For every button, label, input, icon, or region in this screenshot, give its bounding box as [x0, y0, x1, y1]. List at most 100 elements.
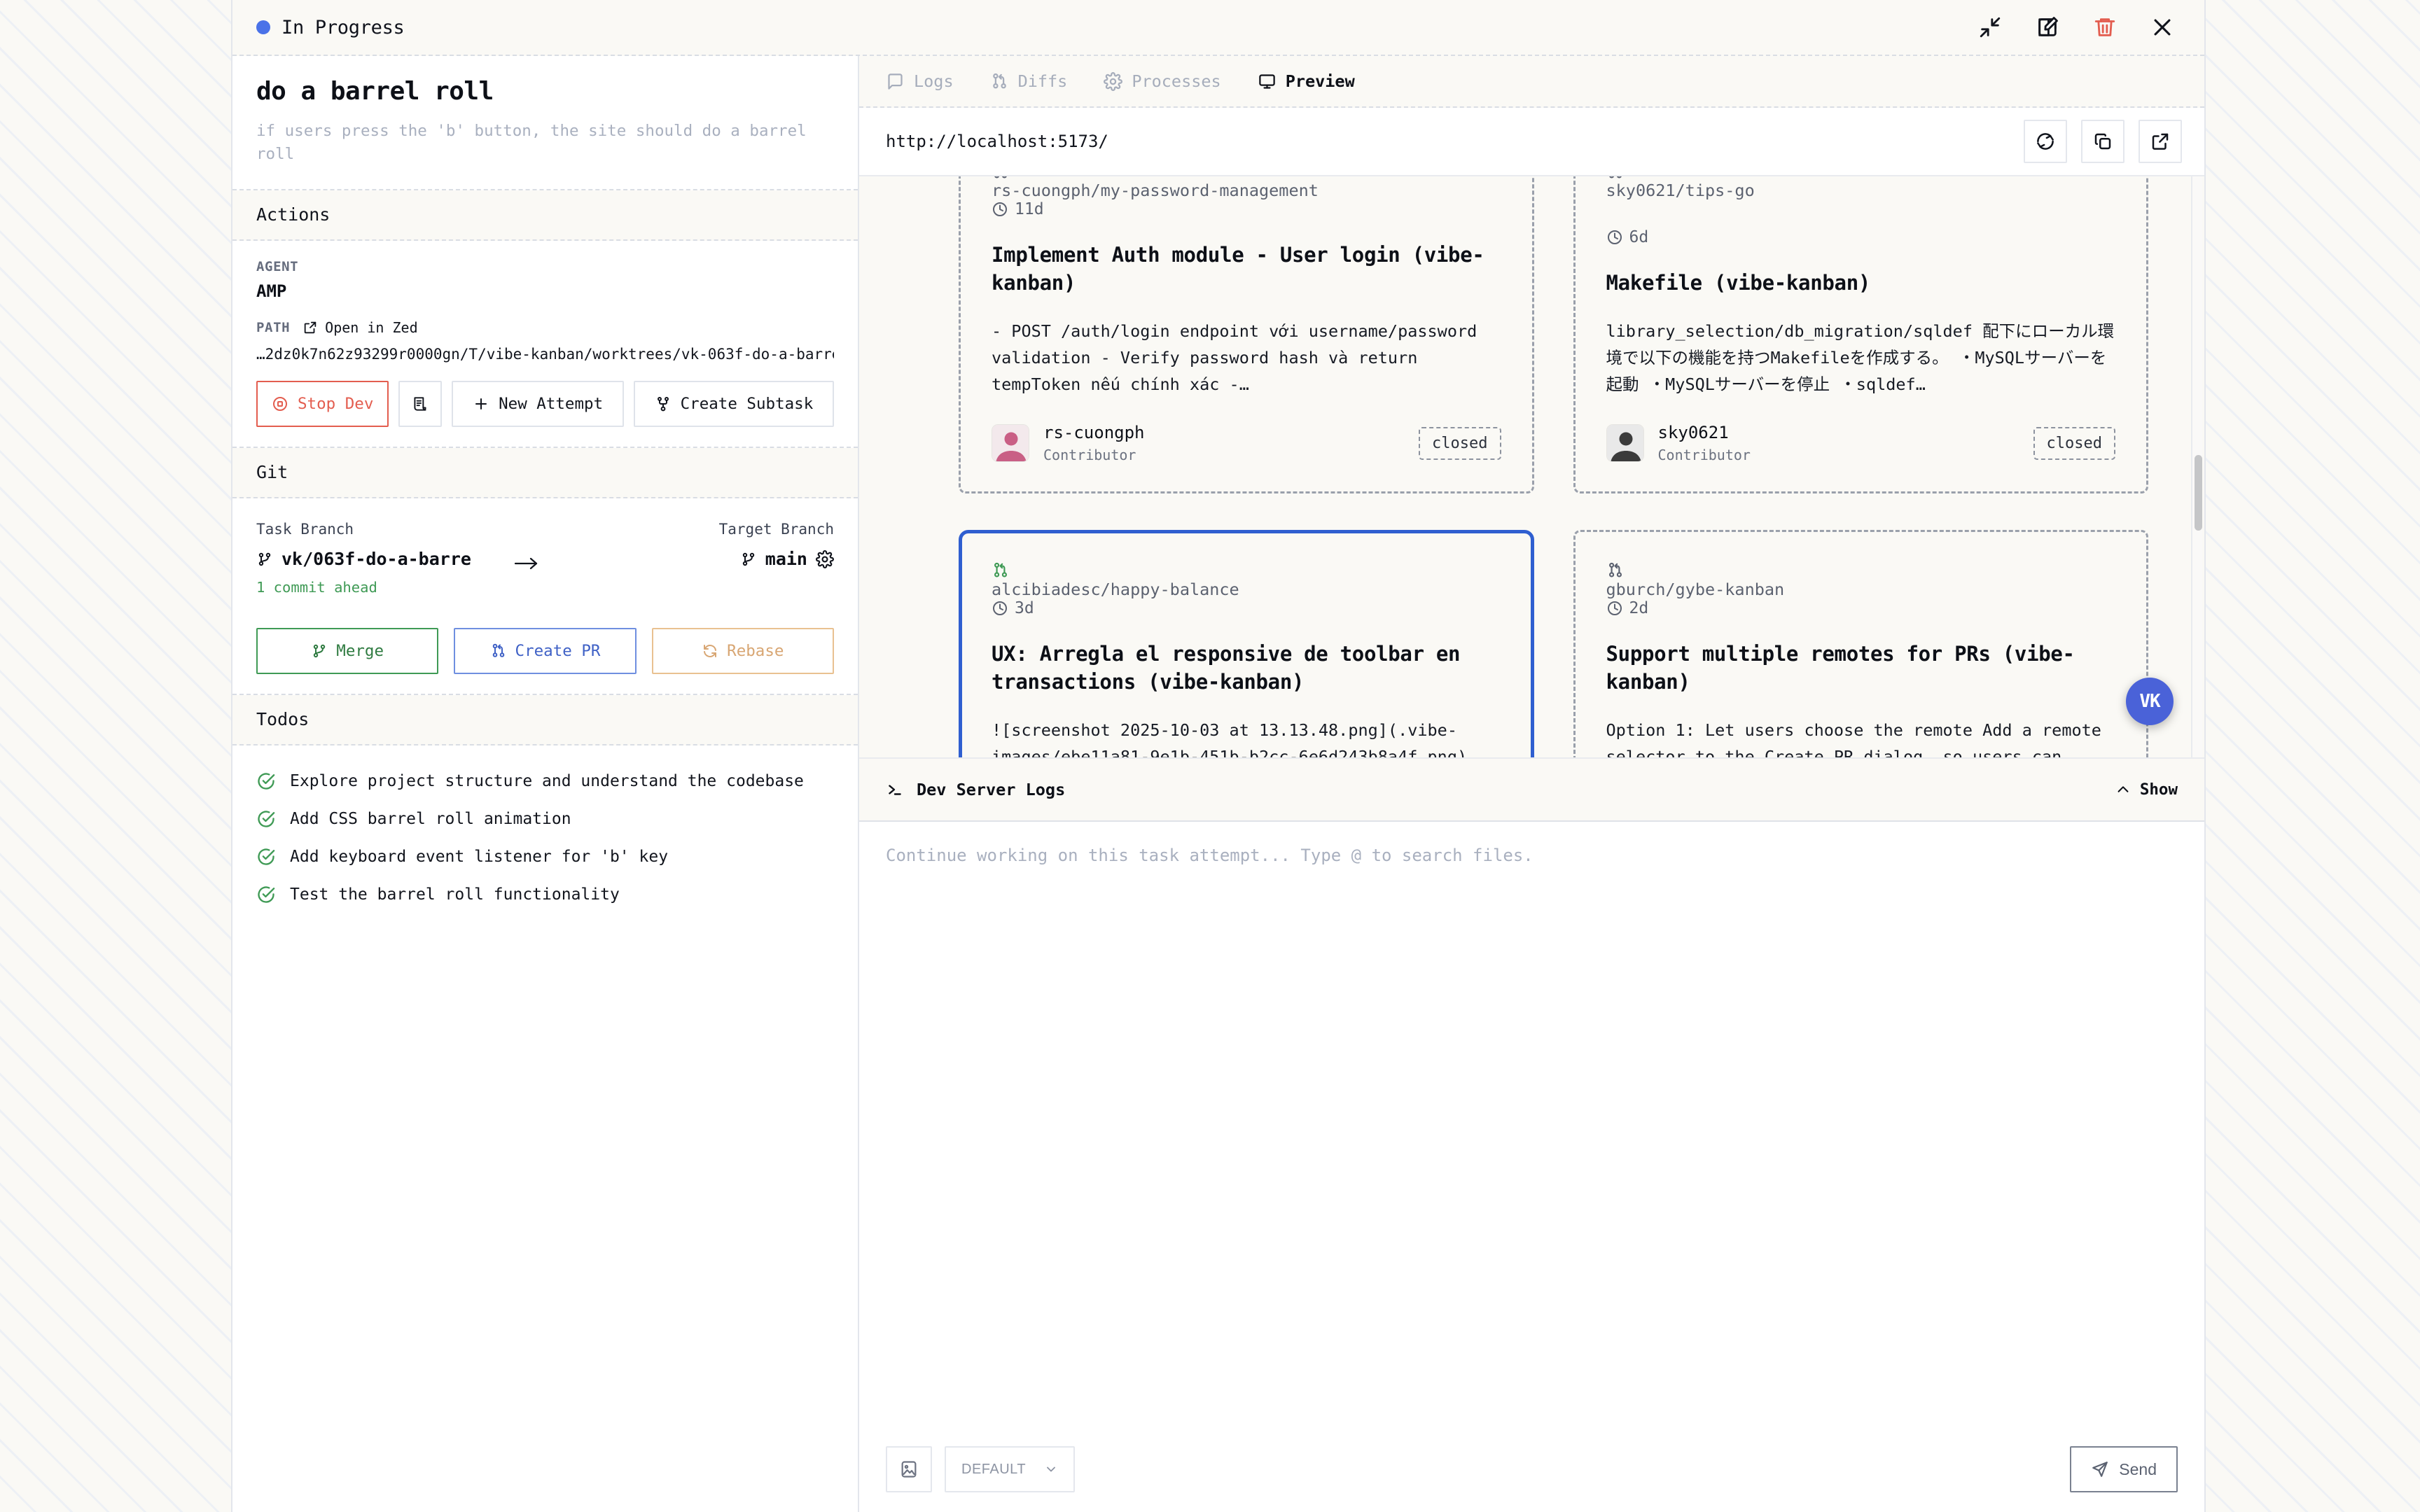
issue-card[interactable]: rs-cuongph/my-password-management 11d Impl…: [959, 176, 1534, 494]
card-author-name: rs-cuongph: [1043, 423, 1145, 443]
todo-item[interactable]: Add keyboard event listener for 'b' key: [256, 838, 834, 876]
clock-icon: [993, 202, 1007, 216]
refresh-button[interactable]: [2024, 120, 2067, 163]
todo-item[interactable]: Test the barrel roll functionality: [256, 876, 834, 913]
card-age: 3d: [992, 599, 1501, 617]
card-author-role: Contributor: [1657, 447, 1751, 464]
card-title: Makefile (vibe-kanban): [1606, 271, 1871, 295]
todo-item[interactable]: Explore project structure and understand…: [256, 762, 834, 800]
url-bar: http://localhost:5173/: [859, 108, 2204, 176]
composer-input[interactable]: Continue working on this task attempt...…: [886, 846, 1534, 865]
edit-button[interactable]: [2028, 8, 2067, 47]
create-subtask-label: Create Subtask: [680, 395, 814, 414]
external-link-icon: [2152, 133, 2169, 150]
merge-button[interactable]: Merge: [256, 628, 439, 675]
minimize-button[interactable]: [1970, 8, 2010, 47]
card-author-role: Contributor: [1043, 447, 1136, 464]
branch-arrow-icon: [513, 554, 540, 573]
check-circle-icon: [258, 773, 275, 790]
dev-server-logs-bar[interactable]: Dev Server Logs Show: [859, 759, 2204, 822]
preview-url[interactable]: http://localhost:5173/: [886, 132, 1108, 151]
todo-item-label: Explore project structure and understand…: [290, 772, 804, 791]
preview-scrollbar-thumb[interactable]: [2195, 455, 2202, 531]
todo-item-label: Add CSS barrel roll animation: [290, 810, 571, 829]
todo-item[interactable]: Add CSS barrel roll animation: [256, 800, 834, 838]
attach-image-button[interactable]: [886, 1446, 932, 1492]
issue-card[interactable]: gburch/gybe-kanban 2d Support multiple rem…: [1573, 530, 2148, 757]
commits-ahead: 1 commit ahead: [256, 579, 377, 596]
open-external-button[interactable]: [2139, 120, 2182, 163]
status-badge: closed: [1419, 426, 1501, 460]
actions-section: AGENT AMP PATH Open in Zed …2dz0k7n62z93…: [232, 241, 858, 449]
card-repo: gburch/gybe-kanban: [1606, 580, 1785, 600]
gear-icon[interactable]: [816, 550, 834, 568]
preview-viewport: rs-cuongph/my-password-management 11d Impl…: [859, 176, 2204, 759]
agent-value: AMP: [256, 281, 287, 302]
dev-logs-label: Dev Server Logs: [917, 780, 1066, 799]
logs-icon: [888, 73, 903, 90]
open-in-zed-button[interactable]: Open in Zed: [302, 319, 418, 337]
rebase-button[interactable]: Rebase: [651, 628, 834, 675]
card-age: 6d: [1606, 228, 2116, 246]
vk-floating-badge[interactable]: VK: [2126, 678, 2174, 725]
preview-scrollbar[interactable]: [2191, 176, 2202, 757]
right-pane: Logs Diffs Processes Preview http://localho…: [859, 56, 2204, 1512]
card-author-name: sky0621: [1657, 423, 1729, 443]
actions-button-row: Stop Dev New Attempt: [256, 381, 835, 428]
create-subtask-button[interactable]: Create Subtask: [633, 381, 835, 428]
dev-logs-toggle[interactable]: Show: [2115, 780, 2178, 799]
card-description: ![screenshot 2025-10-03 at 13.13.48.png]…: [992, 720, 1468, 759]
avatar-image: [1606, 425, 1643, 462]
stop-dev-button[interactable]: Stop Dev: [256, 381, 389, 428]
card-description: library_selection/db_migration/sqldef 配下…: [1606, 321, 2115, 395]
git-section: Task Branch vk/063f-do-a-barre 1 commit …: [232, 498, 858, 696]
todo-item-label: Test the barrel roll functionality: [290, 886, 620, 904]
target-branch-name: main: [765, 549, 807, 570]
issue-card-grid: rs-cuongph/my-password-management 11d Impl…: [859, 176, 2192, 759]
check-circle-icon: [258, 848, 275, 865]
target-branch-value[interactable]: main: [740, 549, 834, 569]
scroll-icon: [414, 397, 426, 411]
task-sidebar: do a barrel roll if users press the 'b' …: [232, 56, 859, 1512]
tab-diffs[interactable]: Diffs: [990, 71, 1067, 91]
send-button[interactable]: Send: [2070, 1446, 2178, 1492]
git-branch-icon: [657, 397, 669, 412]
tab-label: Preview: [1285, 71, 1355, 91]
git-branch-icon: [258, 552, 271, 566]
target-branch-col: Target Branch main: [719, 521, 834, 569]
path-row: PATH Open in Zed: [256, 319, 834, 336]
clock-icon: [1607, 230, 1622, 245]
create-pr-button[interactable]: Create PR: [454, 628, 637, 675]
delete-button[interactable]: [2085, 8, 2125, 47]
plus-icon: [475, 398, 487, 410]
logs-scroll-button[interactable]: [398, 381, 443, 428]
rebase-label: Rebase: [727, 642, 784, 661]
send-label: Send: [2119, 1460, 2157, 1478]
git-pull-request-icon: [492, 643, 504, 658]
task-description: if users press the 'b' button, the site …: [256, 122, 807, 163]
tab-logs[interactable]: Logs: [886, 71, 954, 91]
chevron-down-icon: [1047, 1466, 1055, 1472]
issue-card[interactable]: sky0621/tips-go 6d Makefile (vibe-kanban) l…: [1573, 176, 2148, 494]
issue-card[interactable]: alcibiadesc/happy-balance 3d UX: Arregla e…: [959, 530, 1534, 759]
git-button-row: Merge Create PR Reba: [256, 628, 834, 675]
task-branch-value[interactable]: vk/063f-do-a-barre: [256, 549, 471, 569]
minimize-icon: [1980, 17, 2001, 38]
edit-icon: [2038, 17, 2058, 36]
tab-label: Logs: [914, 71, 954, 91]
close-button[interactable]: [2143, 8, 2182, 47]
card-age: 11d: [992, 200, 1501, 218]
dev-logs-left: Dev Server Logs: [886, 780, 1065, 799]
new-attempt-button[interactable]: New Attempt: [452, 381, 624, 428]
tab-processes[interactable]: Processes: [1104, 71, 1221, 91]
check-circle-icon: [258, 886, 275, 903]
variant-select[interactable]: DEFAULT: [945, 1446, 1076, 1492]
card-title: UX: Arregla el responsive de toolbar en …: [992, 642, 1461, 694]
stop-circle-icon: [273, 397, 287, 412]
open-in-zed-label: Open in Zed: [325, 319, 418, 337]
tab-label: Processes: [1132, 71, 1221, 91]
terminal-icon: [889, 785, 901, 795]
copy-button[interactable]: [2081, 120, 2125, 163]
tab-preview[interactable]: Preview: [1258, 71, 1355, 91]
chevron-up-icon: [2118, 786, 2129, 792]
